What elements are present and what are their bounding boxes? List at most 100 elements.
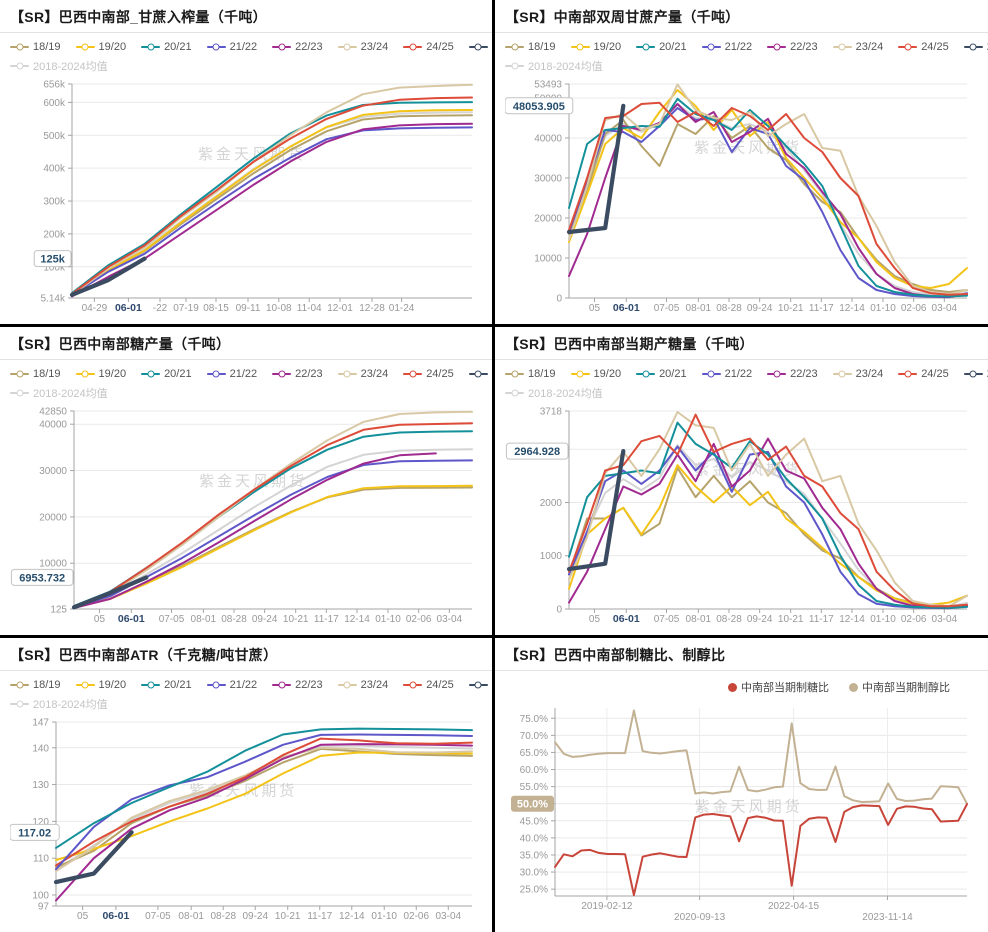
title-divider: [495, 32, 988, 33]
legend-item-20/21[interactable]: 20/21: [636, 41, 687, 53]
legend-item-25/26[interactable]: 25/26: [468, 368, 492, 380]
legend-item-21/22[interactable]: 21/22: [206, 679, 257, 691]
legend-ring-icon: [767, 370, 787, 377]
svg-text:12-14: 12-14: [839, 303, 865, 314]
series-24/25: [568, 413, 968, 608]
panel-title: 【SR】中南部双周甘蔗产量（千吨）: [505, 9, 740, 25]
legend-label: 23/24: [360, 40, 389, 53]
legend-item-20/21[interactable]: 20/21: [141, 679, 192, 691]
svg-text:02-06: 02-06: [406, 614, 432, 625]
legend-item-24/25[interactable]: 24/25: [898, 368, 949, 380]
legend-label: 22/23: [790, 40, 818, 53]
legend-item-2018-2024均值[interactable]: 2018-2024均值: [10, 696, 108, 712]
series-20/21: [55, 727, 473, 849]
legend-item-2018-2024均值[interactable]: 2018-2024均值: [10, 58, 108, 74]
legend-item-19/20[interactable]: 19/20: [75, 41, 126, 53]
axis-pointer-callout: [504, 97, 574, 115]
svg-text:03-04: 03-04: [932, 303, 958, 314]
legend-label: 24/25: [426, 367, 454, 380]
legend-ring-icon: [505, 43, 524, 50]
legend-label: 中南部当期制醇比: [862, 682, 950, 694]
legend-item-中南部当期制醇比[interactable]: 中南部当期制醇比: [849, 679, 950, 695]
series-19/20: [568, 89, 968, 289]
legend-item-18/19[interactable]: 18/19: [10, 368, 61, 380]
legend-item-18/19[interactable]: 18/19: [505, 368, 556, 380]
legend-item-23/24[interactable]: 23/24: [337, 40, 389, 53]
legend-item-24/25[interactable]: 24/25: [403, 368, 454, 380]
legend-item-25/26[interactable]: 25/26: [963, 41, 988, 53]
legend-ring-icon: [468, 370, 488, 377]
legend-item-25/26[interactable]: 25/26: [468, 41, 492, 53]
svg-text:10000: 10000: [534, 253, 562, 264]
chart-canvas: 01000020000300004000050000534930506-0107…: [504, 80, 968, 314]
svg-text:65.0%: 65.0%: [520, 748, 548, 759]
legend-item-21/22[interactable]: 21/22: [206, 368, 257, 380]
legend-item-23/24[interactable]: 23/24: [337, 368, 388, 380]
svg-text:30.0%: 30.0%: [520, 868, 548, 879]
legend-item-19/20[interactable]: 19/20: [570, 368, 621, 380]
svg-text:08-01: 08-01: [178, 911, 204, 922]
svg-text:12-14: 12-14: [339, 911, 365, 922]
legend-item-20/21[interactable]: 20/21: [636, 368, 687, 380]
legend-item-23/24[interactable]: 23/24: [832, 41, 883, 53]
legend-label: 2018-2024均值: [528, 60, 603, 73]
legend-item-23/24[interactable]: 23/24: [832, 368, 883, 380]
svg-text:01-10: 01-10: [870, 614, 896, 625]
svg-text:03-04: 03-04: [932, 614, 958, 625]
svg-text:147: 147: [32, 718, 49, 729]
legend-item-25/26[interactable]: 25/26: [468, 679, 492, 691]
legend-label: 18/19: [528, 40, 556, 53]
chart: 5.14k 100k 200k 300k 400k 500k 600k 656k 04-29 06…: [10, 76, 482, 324]
svg-text:10-08: 10-08: [266, 303, 292, 314]
legend-item-19/20[interactable]: 19/20: [570, 41, 621, 53]
legend-item-24/25[interactable]: 24/25: [403, 679, 454, 691]
legend-item-21/22[interactable]: 21/22: [701, 368, 752, 380]
series-25/26: [69, 256, 147, 297]
svg-text:01-10: 01-10: [371, 911, 397, 922]
series-23/24: [568, 411, 968, 608]
svg-text:05: 05: [589, 614, 601, 625]
legend-item-23/24[interactable]: 23/24: [337, 679, 388, 691]
legend-ring-icon: [767, 43, 787, 50]
legend-ring-icon: [10, 370, 29, 377]
axis-pointer-callout: [511, 795, 554, 812]
legend-item-21/22[interactable]: 21/22: [701, 41, 752, 53]
legend-item-18/19[interactable]: 18/19: [10, 679, 61, 691]
legend-item-2018-2024均值[interactable]: 2018-2024均值: [505, 385, 603, 401]
axis-pointer-callout: [33, 250, 72, 268]
legend-item-22/23[interactable]: 22/23: [767, 41, 818, 53]
legend-item-20/21[interactable]: 20/21: [141, 368, 192, 380]
legend-ring-icon: [206, 681, 226, 688]
legend-ring-icon: [337, 370, 357, 377]
legend-item-18/19[interactable]: 18/19: [505, 41, 556, 53]
axis-pointer-callout: [9, 823, 60, 841]
legend-item-22/23[interactable]: 22/23: [272, 368, 323, 380]
svg-text:10-21: 10-21: [283, 614, 309, 625]
legend: 18/19 19/20 20/21 21/22 22/23 23/24 24/25 25/26…: [10, 37, 492, 75]
legend-item-2018-2024均值[interactable]: 2018-2024均值: [10, 385, 108, 401]
legend-item-20/21[interactable]: 20/21: [141, 41, 192, 53]
legend-item-24/25[interactable]: 24/25: [403, 41, 454, 53]
legend: 18/19 19/20 20/21 21/22 22/23 23/24 24/25 25/26…: [505, 37, 988, 75]
legend-item-中南部当期制糖比[interactable]: 中南部当期制糖比: [728, 679, 829, 695]
legend-item-25/26[interactable]: 25/26: [963, 368, 988, 380]
legend-ring-icon: [337, 43, 357, 50]
legend-item-22/23[interactable]: 22/23: [767, 368, 818, 380]
panel-title: 【SR】巴西中南部_甘蔗入榨量（千吨）: [10, 9, 267, 25]
legend-item-24/25[interactable]: 24/25: [898, 41, 949, 53]
svg-text:2964.928: 2964.928: [514, 446, 560, 458]
legend-item-2018-2024均值[interactable]: 2018-2024均值: [505, 58, 603, 74]
legend-item-18/19[interactable]: 18/19: [10, 41, 61, 53]
legend-label: 22/23: [295, 40, 323, 53]
svg-text:656k: 656k: [43, 80, 66, 91]
legend-label: 24/25: [921, 367, 949, 380]
legend-ring-icon: [75, 370, 95, 377]
legend-item-22/23[interactable]: 22/23: [272, 41, 323, 53]
legend-item-22/23[interactable]: 22/23: [272, 679, 323, 691]
legend-item-19/20[interactable]: 19/20: [75, 368, 126, 380]
legend-ring-icon: [403, 681, 423, 688]
series-24/25: [568, 101, 968, 296]
legend-item-19/20[interactable]: 19/20: [75, 679, 126, 691]
legend-item-21/22[interactable]: 21/22: [206, 41, 257, 53]
legend-ring-icon: [505, 62, 524, 69]
